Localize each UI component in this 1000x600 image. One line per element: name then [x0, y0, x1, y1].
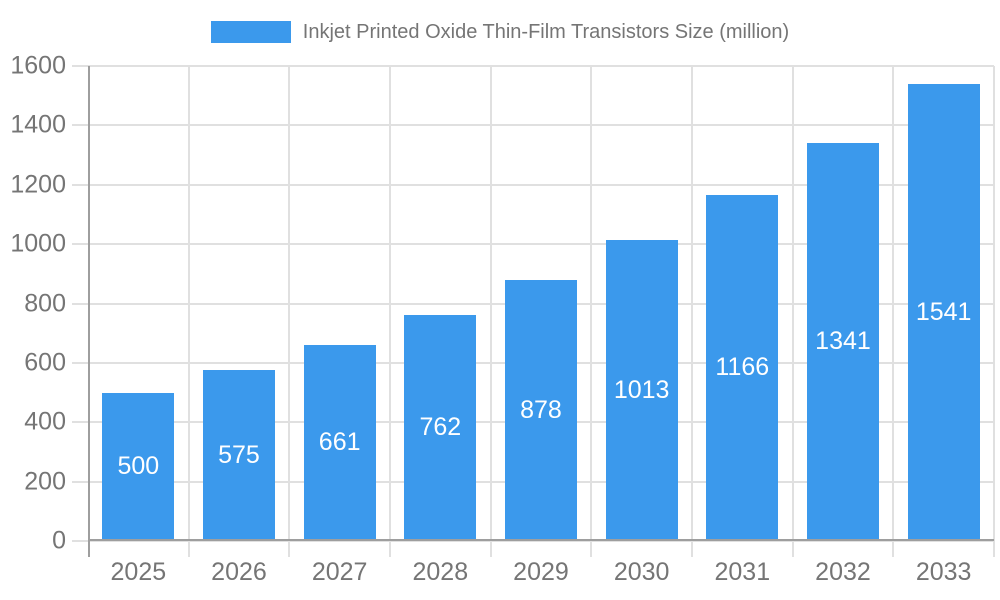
x-gridline	[690, 66, 693, 557]
plot-area: 0 200 400 600 800 1000 1200 1400 1600 500 2025 575 2…	[10, 53, 995, 586]
y-gridline	[72, 540, 994, 542]
legend-label: Inkjet Printed Oxide Thin-Film Transisto…	[302, 21, 790, 43]
bar-2027[interactable]: 661	[303, 344, 376, 541]
bar-value-label: 1166	[715, 353, 770, 382]
bar-slot: 1541	[893, 66, 994, 541]
bar-2029[interactable]: 878	[504, 280, 577, 541]
bar-slot: 500	[88, 66, 189, 541]
bar-value-label: 878	[520, 396, 562, 425]
x-axis-tick-label: 2032	[815, 558, 871, 586]
bar-value-label: 1341	[815, 327, 871, 356]
bar-slot: 1341	[793, 66, 894, 541]
x-axis-tick-label: 2029	[513, 558, 569, 586]
x-gridline	[288, 66, 291, 557]
x-axis-tick-label: 2027	[311, 558, 368, 586]
bar-value-label: 1013	[613, 376, 670, 405]
bar-2033[interactable]: 1541	[907, 83, 980, 541]
legend-swatch-icon	[210, 21, 291, 43]
bar-2030[interactable]: 1013	[605, 240, 678, 541]
x-gridline	[791, 66, 794, 557]
bar-value-label: 575	[218, 441, 260, 470]
bar-2031[interactable]: 1166	[706, 194, 779, 541]
bar-2025[interactable]: 500	[102, 392, 175, 541]
bar-2028[interactable]: 762	[404, 314, 477, 541]
x-axis-tick-label: 2028	[412, 558, 469, 586]
bar-value-label: 661	[318, 428, 361, 457]
x-gridline	[590, 66, 593, 557]
x-gridline	[489, 66, 492, 557]
y-gridline	[72, 243, 994, 246]
bar-2032[interactable]: 1341	[806, 142, 879, 541]
bar-slot: 1166	[692, 66, 793, 541]
bar-slot: 878	[491, 66, 592, 541]
bar-slot: 762	[390, 66, 491, 541]
x-gridline	[187, 66, 190, 557]
y-gridline	[72, 183, 994, 186]
x-gridline	[993, 66, 995, 557]
x-axis-tick-label: 2031	[714, 558, 771, 586]
bar-value-label: 762	[419, 413, 462, 442]
y-gridline	[72, 124, 994, 127]
x-axis-tick-label: 2033	[915, 558, 972, 586]
x-axis-tick-label: 2026	[211, 558, 267, 586]
y-gridline	[72, 65, 994, 67]
y-axis-tick-label: 0	[52, 526, 66, 555]
legend: Inkjet Printed Oxide Thin-Film Transisto…	[0, 21, 1000, 43]
y-axis-tick-label: 200	[24, 467, 66, 496]
bar-slot: 575	[189, 66, 290, 541]
bar-2026[interactable]: 575	[202, 370, 275, 541]
x-axis-tick-label: 2030	[613, 558, 670, 586]
bar-value-label: 1541	[915, 297, 972, 326]
y-axis-tick-label: 1400	[10, 110, 66, 139]
y-axis-tick-label: 400	[24, 407, 66, 436]
x-gridline	[892, 66, 895, 557]
bar-slot: 1013	[591, 66, 692, 541]
y-axis-tick-label: 800	[24, 289, 66, 317]
y-axis-tick-label: 600	[24, 348, 66, 377]
y-axis-line	[88, 66, 90, 557]
y-axis-tick-label: 1000	[10, 229, 66, 258]
y-axis-tick-label: 1200	[10, 170, 66, 199]
x-axis-line	[88, 539, 994, 541]
x-axis-tick-label: 2025	[110, 558, 167, 586]
legend-item[interactable]: Inkjet Printed Oxide Thin-Film Transisto…	[210, 21, 790, 43]
bar-value-label: 500	[117, 452, 160, 481]
x-gridline	[388, 66, 391, 557]
y-axis-tick-label: 1600	[10, 51, 66, 80]
bar-slot: 661	[289, 66, 390, 541]
